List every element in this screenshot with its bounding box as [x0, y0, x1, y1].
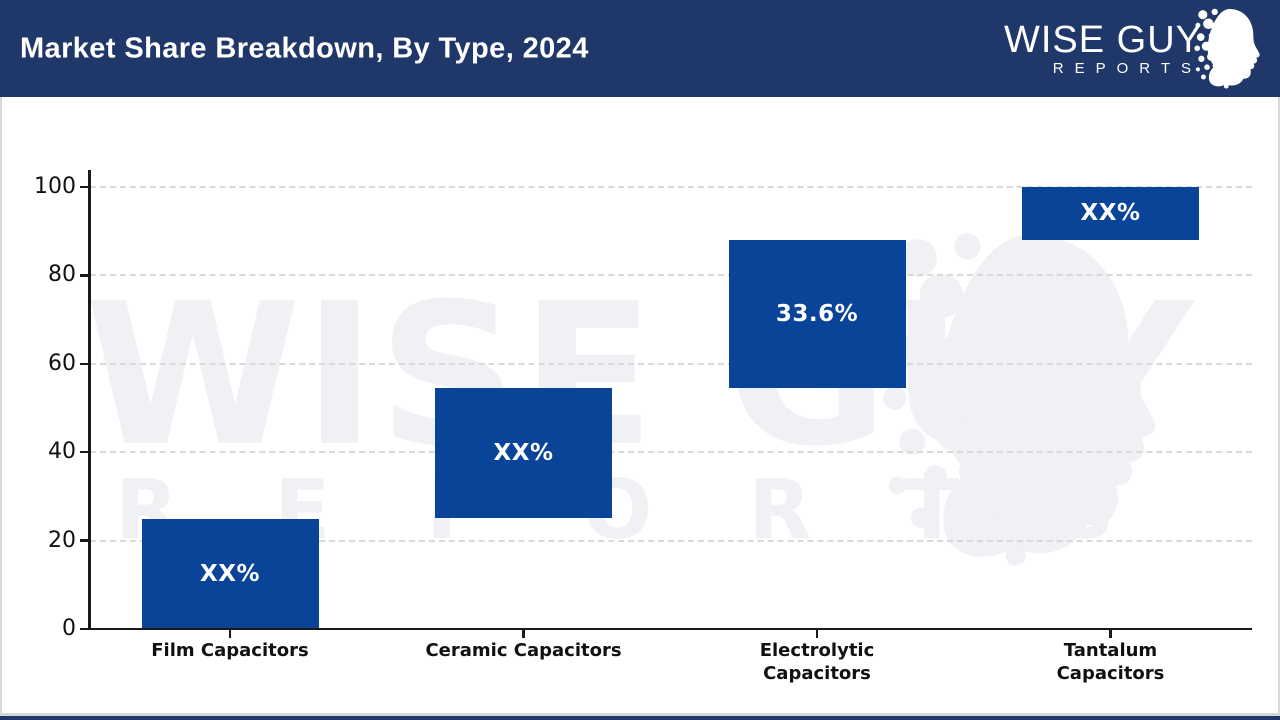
y-tick-mark-60 [80, 362, 89, 366]
bar-ceramic-capacitors: XX% [435, 388, 612, 519]
x-tick-mark-electrolytic-capacitors [815, 629, 819, 638]
bar-value-label: XX% [1080, 200, 1141, 227]
bar-tantalum-capacitors: XX% [1022, 187, 1199, 240]
footer-hairline [0, 713, 1280, 716]
y-tick-label-100: 100 [34, 174, 76, 199]
gridline-80 [90, 274, 1252, 277]
y-tick-mark-40 [80, 450, 89, 454]
left-edge-line [0, 97, 2, 717]
x-category-label-ceramic-capacitors: Ceramic Capacitors [425, 640, 622, 661]
y-tick-label-80: 80 [48, 262, 76, 288]
right-edge-line [1278, 97, 1280, 717]
bar-value-label: 33.6% [775, 300, 859, 327]
x-axis-line [88, 627, 1252, 630]
x-tick-mark-tantalum-capacitors [1109, 629, 1112, 638]
gridline-100 [90, 186, 1252, 188]
y-tick-mark-100 [80, 185, 89, 189]
bar-value-label: XX% [199, 560, 260, 587]
x-tick-mark-ceramic-capacitors [522, 629, 525, 638]
bar-electrolytic-capacitors: 33.6% [728, 239, 906, 389]
bar-value-label: XX% [493, 440, 554, 467]
x-category-label-film-capacitors: Film Capacitors [151, 640, 309, 661]
y-tick-mark-20 [80, 539, 89, 542]
gridline-60 [90, 362, 1252, 365]
y-tick-mark-0 [80, 627, 89, 631]
x-category-label-tantalum-capacitors: Tantalum Capacitors [1056, 640, 1165, 684]
header-bar: Market Share Breakdown, By Type, 2024 WI… [0, 0, 1280, 97]
footer-strip [0, 716, 1280, 720]
watermark-head-icon [883, 233, 1156, 566]
page-title: Market Share Breakdown, By Type, 2024 [20, 32, 589, 64]
y-axis-line [88, 170, 91, 629]
brand-logo: WISE GUY REPORTS [1004, 5, 1270, 93]
gridline-20 [90, 539, 1252, 542]
x-category-label-electrolytic-capacitors: Electrolytic Capacitors [759, 640, 875, 684]
gridline-40 [90, 451, 1252, 454]
y-tick-mark-80 [80, 274, 89, 277]
y-tick-label-40: 40 [48, 439, 76, 465]
bar-film-capacitors: XX% [141, 518, 319, 629]
brand-text: WISE GUY REPORTS [1003, 18, 1202, 78]
brand-name: WISE GUY [1003, 18, 1202, 61]
y-tick-label-20: 20 [48, 527, 76, 553]
y-tick-label-60: 60 [48, 350, 76, 376]
y-tick-label-0: 0 [62, 616, 76, 641]
x-tick-mark-film-capacitors [228, 629, 232, 638]
brand-tagline: REPORTS [1052, 60, 1202, 78]
